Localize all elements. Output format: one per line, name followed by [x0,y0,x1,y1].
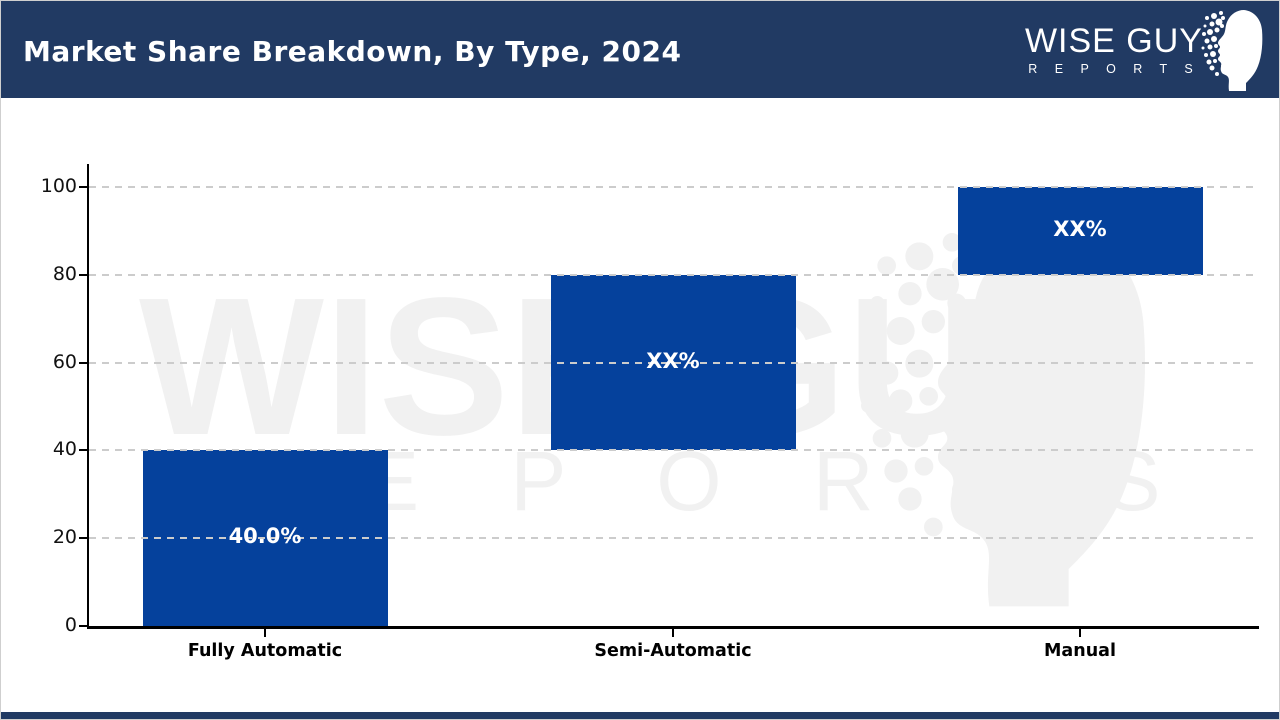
footer-accent-bar [1,712,1279,719]
logo-text: WISE GUY R E P O R T S [1024,22,1203,76]
x-tick-fully-automatic [264,629,266,637]
y-tick-40 [79,449,87,452]
category-label-semi-automatic: Semi-Automatic [594,641,752,661]
dotted-head-icon [1201,10,1263,91]
y-tick-label-100: 100 [40,175,77,197]
x-tick-semi-automatic [672,629,674,637]
bar-value-label-manual: XX% [1053,216,1107,241]
category-label-fully-automatic: Fully Automatic [187,641,343,661]
header-bar: Market Share Breakdown, By Type, 2024 WI… [1,1,1279,98]
gridline-20 [89,537,1259,540]
category-label-manual: Manual [1044,641,1116,661]
chart-title: Market Share Breakdown, By Type, 2024 [23,35,682,68]
y-tick-100 [79,186,87,188]
wiseguy-logo: WISE GUY R E P O R T S [1025,5,1267,95]
y-tick-0 [79,625,87,627]
y-tick-80 [79,273,87,276]
gridline-80 [89,273,1259,276]
y-tick-20 [79,537,87,540]
y-tick-label-60: 60 [52,350,77,373]
logo-tagline: R E P O R T S [1028,61,1200,76]
gridline-100 [89,186,1259,188]
bar-value-label-fully-automatic: 40.0% [228,524,302,549]
y-tick-label-20: 20 [52,526,77,549]
logo-name: WISE GUY [1024,22,1203,61]
gridline-40 [89,449,1259,452]
x-tick-manual [1079,629,1081,637]
y-axis-spine [87,164,89,628]
gridline-60 [89,361,1259,364]
x-axis-spine [87,626,1259,629]
y-tick-label-40: 40 [52,438,77,461]
bar-value-label-semi-automatic: XX% [646,348,700,373]
y-tick-label-0: 0 [64,614,77,636]
y-tick-label-80: 80 [52,262,77,285]
watermark-head-icon [861,228,1146,607]
y-tick-60 [79,361,87,364]
